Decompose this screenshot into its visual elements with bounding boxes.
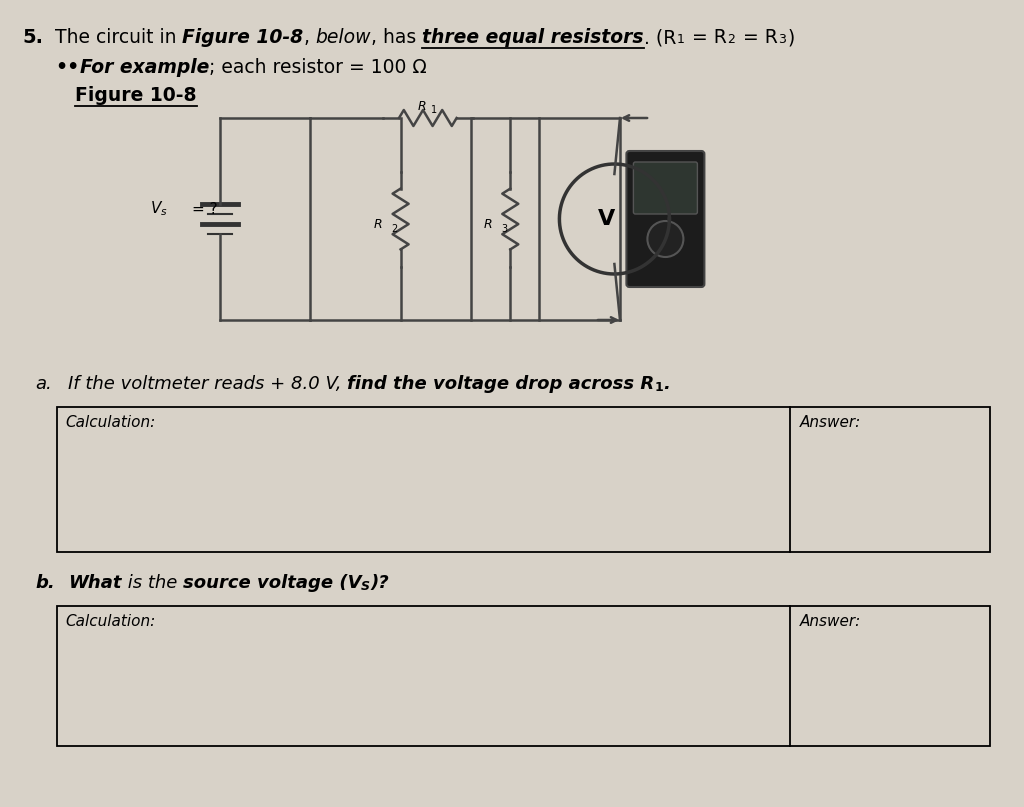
Text: )?: )?	[370, 574, 389, 592]
Text: 5.: 5.	[22, 28, 43, 47]
Bar	[57, 606, 990, 746]
Text: Answer:: Answer:	[800, 415, 861, 430]
Text: S: S	[361, 580, 370, 593]
Text: Figure 10-8: Figure 10-8	[75, 86, 197, 105]
Text: 3: 3	[502, 224, 508, 234]
Text: R: R	[483, 218, 493, 231]
Text: 1: 1	[676, 33, 684, 46]
Text: ••: ••	[55, 58, 79, 77]
Text: The circuit in: The circuit in	[55, 28, 182, 47]
Text: If the voltmeter reads + 8.0 V,: If the voltmeter reads + 8.0 V,	[68, 375, 347, 393]
Text: = R: = R	[686, 28, 727, 47]
Text: = R: = R	[737, 28, 778, 47]
Text: 3: 3	[778, 33, 785, 46]
Text: is the: is the	[122, 574, 182, 592]
Text: ; each resistor = 100 Ω: ; each resistor = 100 Ω	[209, 58, 427, 77]
Text: 2: 2	[727, 33, 735, 46]
Text: Calculation:: Calculation:	[65, 415, 156, 430]
Circle shape	[647, 221, 683, 257]
Text: = ?: = ?	[193, 202, 218, 216]
Text: . (R: . (R	[644, 28, 676, 47]
Text: below: below	[315, 28, 371, 47]
Text: For example: For example	[80, 58, 209, 77]
Text: ): )	[787, 28, 795, 47]
Text: Figure 10-8: Figure 10-8	[182, 28, 304, 47]
Text: Calculation:: Calculation:	[65, 614, 156, 629]
Text: , has: , has	[371, 28, 422, 47]
Text: b.: b.	[35, 574, 54, 592]
FancyBboxPatch shape	[627, 151, 705, 287]
Text: 1: 1	[431, 105, 437, 115]
Text: V: V	[598, 209, 615, 229]
Bar	[57, 407, 990, 552]
Text: Answer:: Answer:	[800, 614, 861, 629]
Text: three equal resistors: three equal resistors	[422, 28, 644, 47]
Text: find the voltage drop across R: find the voltage drop across R	[347, 375, 654, 393]
Text: source voltage (V: source voltage (V	[182, 574, 361, 592]
FancyBboxPatch shape	[634, 162, 697, 214]
Text: R: R	[374, 218, 383, 231]
Text: a.: a.	[35, 375, 52, 393]
Text: $V_s$: $V_s$	[151, 199, 168, 219]
Text: .: .	[664, 375, 670, 393]
Text: What: What	[68, 574, 122, 592]
Text: 1: 1	[654, 381, 664, 394]
Text: R: R	[417, 100, 426, 113]
Text: ,: ,	[304, 28, 315, 47]
Text: 2: 2	[391, 224, 398, 234]
